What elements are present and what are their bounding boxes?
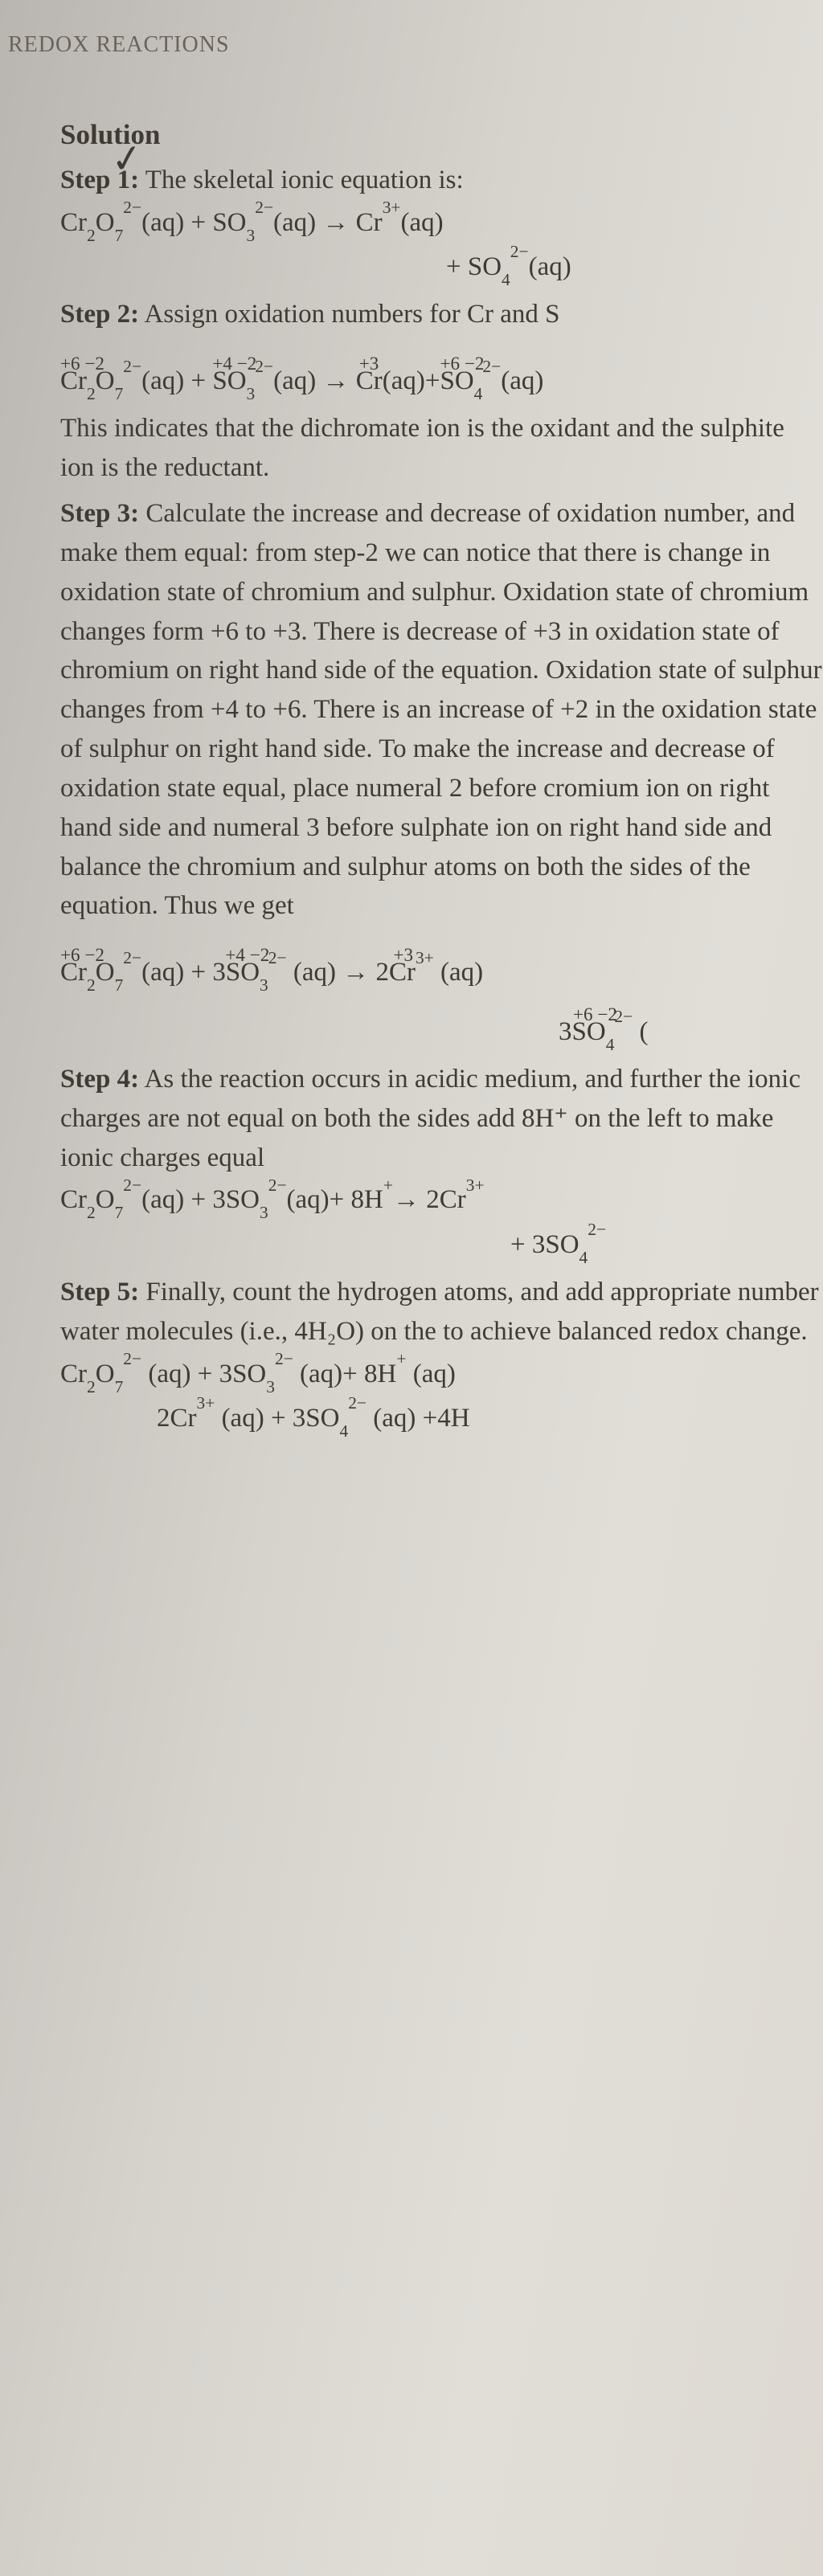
content-block: Solution Step 1: The skeletal ionic equa… — [24, 114, 823, 1440]
step-5-eq-line-2: 2Cr3+ (aq) + 3SO42− (aq) +4H — [60, 1399, 823, 1440]
step-3-body: Calculate the increase and decrease of o… — [60, 499, 822, 920]
step-2: Step 2: Assign oxidation numbers for Cr … — [60, 295, 823, 334]
step-4-body: As the reaction occurs in acidic medium,… — [60, 1065, 800, 1172]
step-2-body: This indicates that the dichromate ion i… — [60, 409, 823, 488]
ox-group-2: +4 −2SO32−(aq) — [212, 366, 316, 395]
step-2-eq: +6 −2Cr2O72−(aq) + +4 −2SO32−(aq) → +3Cr… — [60, 362, 823, 403]
step-2-label: Step 2: — [60, 300, 139, 329]
step-1-eq-line-2: + SO42−(aq) — [60, 247, 823, 288]
step-3-eq-line-1: +6 −2Cr2O72−(aq) + +4 −23SO32− (aq) → +3… — [60, 953, 823, 994]
step-4-eq-line-2: + 3SO42− — [60, 1225, 823, 1266]
ox3-group-2: +4 −23SO32− (aq) — [212, 958, 336, 987]
ox-num-4: +6 −2 — [440, 350, 484, 377]
step-3: Step 3: Calculate the increase and decre… — [60, 494, 823, 926]
step-4-eq-line-1: Cr2O72−(aq) + 3SO32−(aq)+ 8H+→ 2Cr3+ — [60, 1180, 823, 1221]
ox-group-3: +3Cr(aq) — [356, 366, 425, 395]
page: ✓ REDOX REACTIONS Solution Step 1: The s… — [0, 0, 823, 2576]
step-5-eq-line-1: Cr2O72− (aq) + 3SO32− (aq)+ 8H+ (aq) — [60, 1355, 823, 1396]
ox3-num-3: +3 — [393, 941, 413, 968]
step-5-label: Step 5: — [60, 1278, 139, 1306]
step-1-eq-line-1: Cr2O72−(aq) + SO32−(aq) → Cr3+(aq) — [60, 203, 823, 244]
ox3-group-1: +6 −2Cr2O72−(aq) — [60, 958, 184, 987]
ox3-num-2: +4 −2 — [225, 941, 269, 968]
step-2-text: Assign oxidation numbers for Cr and S — [139, 300, 559, 329]
ox3-num-1: +6 −2 — [60, 941, 104, 968]
ox3-group-3: +32Cr3+ (aq) — [375, 958, 483, 987]
step-5: Step 5: Finally, count the hydrogen atom… — [60, 1273, 823, 1351]
ox3-num-4: +6 −2 — [573, 1000, 617, 1028]
step-3-label: Step 3: — [60, 499, 139, 528]
ox-num-2: +4 −2 — [212, 350, 256, 377]
solution-title: Solution — [60, 114, 823, 156]
step-1: Step 1: The skeletal ionic equation is: — [60, 161, 823, 200]
ox3-group-4: +6 −23SO42− ( — [559, 1017, 648, 1046]
ox-group-1: +6 −2Cr2O72−(aq) — [60, 366, 184, 395]
step-3-eq-line-2: +6 −23SO42− ( — [60, 1012, 823, 1053]
step-5-body: Finally, count the hydrogen atoms, and a… — [60, 1278, 819, 1346]
ox-num-1: +6 −2 — [60, 350, 104, 377]
page-header: REDOX REACTIONS — [8, 32, 823, 58]
tick-mark: ✓ — [108, 134, 146, 183]
step-1-text: The skeletal ionic equation is: — [139, 166, 464, 194]
step-4: Step 4: As the reaction occurs in acidic… — [60, 1060, 823, 1177]
step-4-label: Step 4: — [60, 1065, 139, 1094]
ox-group-4: +6 −2SO42−(aq) — [440, 366, 543, 395]
ox-num-3: +3 — [359, 350, 379, 377]
